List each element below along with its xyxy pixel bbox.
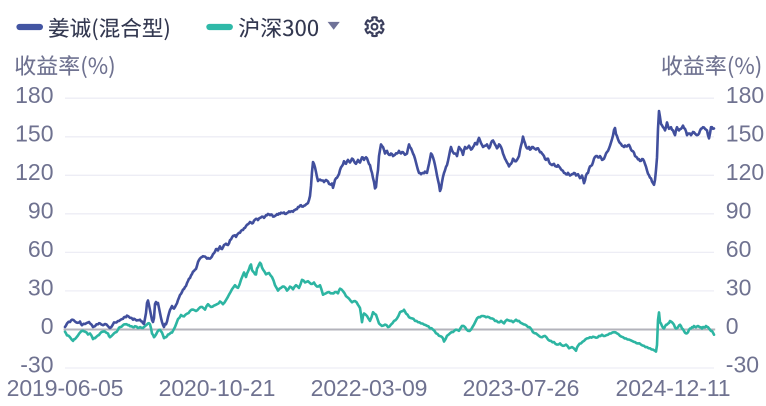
svg-text:90: 90 [28, 198, 54, 224]
svg-text:-30: -30 [726, 352, 759, 378]
svg-text:120: 120 [726, 159, 764, 185]
svg-text:180: 180 [15, 82, 53, 108]
svg-text:60: 60 [28, 236, 54, 262]
svg-text:150: 150 [726, 120, 764, 146]
svg-text:30: 30 [726, 275, 752, 301]
svg-text:120: 120 [15, 159, 53, 185]
svg-text:2022-03-09: 2022-03-09 [311, 375, 428, 401]
svg-text:2020-10-21: 2020-10-21 [159, 375, 276, 401]
svg-text:150: 150 [15, 120, 53, 146]
svg-text:0: 0 [41, 313, 54, 339]
svg-text:30: 30 [28, 275, 54, 301]
svg-text:-30: -30 [20, 352, 53, 378]
svg-text:90: 90 [726, 198, 752, 224]
svg-text:2023-07-26: 2023-07-26 [463, 375, 580, 401]
svg-text:180: 180 [726, 82, 764, 108]
svg-text:0: 0 [726, 313, 739, 339]
svg-text:2019-06-05: 2019-06-05 [7, 375, 124, 401]
svg-text:60: 60 [726, 236, 752, 262]
svg-text:2024-12-11: 2024-12-11 [616, 375, 731, 401]
